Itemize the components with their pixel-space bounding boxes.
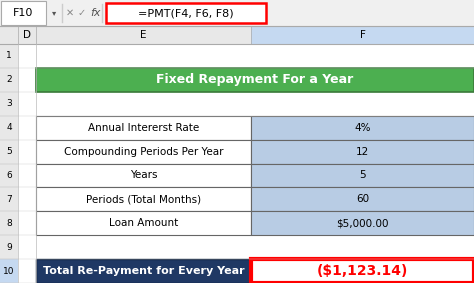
Bar — [0, 44, 18, 68]
Text: 4%: 4% — [354, 123, 371, 133]
Text: Compounding Periods Per Year: Compounding Periods Per Year — [64, 147, 223, 156]
Bar — [0, 164, 18, 187]
Text: $5,000.00: $5,000.00 — [336, 218, 389, 228]
Bar — [0, 0, 474, 26]
Bar — [0, 116, 18, 140]
Bar — [36, 140, 251, 164]
Bar — [18, 26, 36, 44]
Bar — [18, 92, 36, 116]
Text: 4: 4 — [6, 123, 12, 132]
Bar — [251, 211, 474, 235]
Bar — [36, 26, 251, 44]
Bar — [36, 92, 474, 116]
Text: fx: fx — [90, 8, 100, 18]
Bar — [1, 1, 46, 25]
Bar — [0, 92, 18, 116]
Bar — [36, 259, 251, 283]
Bar — [251, 187, 474, 211]
Bar — [0, 211, 18, 235]
Bar — [36, 235, 474, 259]
Bar — [18, 116, 36, 140]
Bar — [0, 68, 18, 92]
Bar — [106, 3, 266, 23]
Bar — [36, 44, 474, 68]
Text: ▾: ▾ — [52, 8, 56, 18]
Bar — [36, 164, 251, 187]
Text: E: E — [140, 30, 147, 40]
Bar — [251, 259, 474, 283]
Text: Total Re-Payment for Every Year: Total Re-Payment for Every Year — [43, 266, 244, 276]
Text: 5: 5 — [6, 147, 12, 156]
Text: 5: 5 — [359, 170, 366, 181]
Bar — [18, 211, 36, 235]
Bar — [18, 187, 36, 211]
Text: 60: 60 — [356, 194, 369, 204]
Text: 2: 2 — [6, 75, 12, 84]
Text: Periods (Total Months): Periods (Total Months) — [86, 194, 201, 204]
Text: ✓: ✓ — [78, 8, 86, 18]
Text: 3: 3 — [6, 99, 12, 108]
Bar — [36, 68, 474, 92]
Text: 8: 8 — [6, 219, 12, 228]
Text: Loan Amount: Loan Amount — [109, 218, 178, 228]
Text: F: F — [360, 30, 365, 40]
Text: D: D — [23, 30, 31, 40]
Bar — [0, 26, 18, 44]
Bar — [251, 116, 474, 140]
Text: Fixed Repayment For a Year: Fixed Repayment For a Year — [156, 73, 354, 86]
Text: F10: F10 — [13, 8, 34, 18]
Bar — [18, 140, 36, 164]
Bar — [36, 187, 251, 211]
Bar — [251, 140, 474, 164]
Bar — [18, 68, 36, 92]
Text: =PMT(F4, F6, F8): =PMT(F4, F6, F8) — [138, 8, 234, 18]
Bar — [0, 187, 18, 211]
Text: 12: 12 — [356, 147, 369, 156]
Text: ✕: ✕ — [66, 8, 74, 18]
Text: Annual Intererst Rate: Annual Intererst Rate — [88, 123, 199, 133]
Text: Years: Years — [130, 170, 157, 181]
Bar — [18, 164, 36, 187]
Bar — [18, 44, 36, 68]
Text: 7: 7 — [6, 195, 12, 204]
Text: 1: 1 — [6, 52, 12, 61]
Bar — [36, 116, 251, 140]
Bar — [18, 259, 36, 283]
Text: 10: 10 — [3, 267, 15, 276]
Bar — [251, 26, 474, 44]
Bar — [36, 211, 251, 235]
Bar — [0, 259, 18, 283]
Text: ($1,123.14): ($1,123.14) — [317, 264, 408, 278]
Bar — [251, 164, 474, 187]
Text: 6: 6 — [6, 171, 12, 180]
Bar — [18, 235, 36, 259]
Bar — [0, 235, 18, 259]
Bar — [0, 140, 18, 164]
Text: 9: 9 — [6, 243, 12, 252]
